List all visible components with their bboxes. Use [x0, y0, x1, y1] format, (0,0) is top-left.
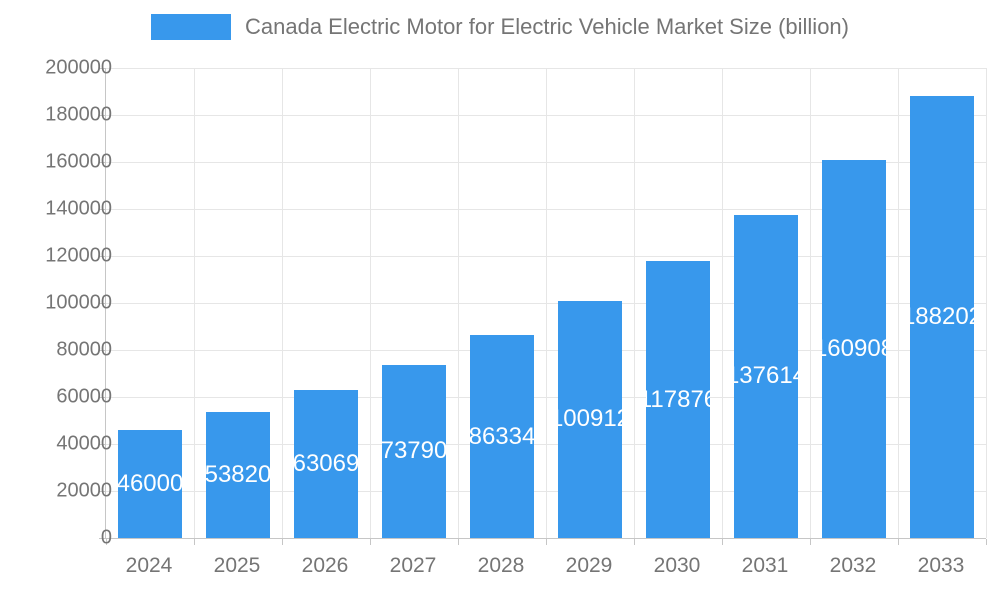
x-axis-tick-label: 2027 [389, 554, 437, 577]
x-tick-mark [282, 539, 283, 545]
gridline-vertical [722, 68, 723, 538]
y-tick-mark [99, 538, 105, 539]
x-axis-tick-label: 2033 [917, 554, 965, 577]
bar-value-label: 100912 [558, 405, 621, 433]
x-axis-tick-label: 2030 [653, 554, 701, 577]
y-axis-tick-label: 20000 [56, 479, 112, 502]
bar-slot: 137614 [722, 68, 810, 538]
gridline-vertical [458, 68, 459, 538]
bar-value-label: 137614 [734, 362, 797, 390]
bar-value-label: 86334 [470, 422, 534, 450]
bar-slot: 73790 [370, 68, 458, 538]
bar-2028[interactable]: 86334 [470, 335, 534, 538]
x-axis-tick-label: 2025 [213, 554, 261, 577]
y-tick-mark [99, 397, 105, 398]
plot-area: 46000 53820 63069 73790 86334 100912 117876 137… [99, 68, 987, 545]
bars-layer: 46000 53820 63069 73790 86334 100912 117876 137… [106, 68, 986, 538]
y-axis-tick-label: 80000 [56, 338, 112, 361]
y-axis-tick-label: 60000 [56, 385, 112, 408]
x-tick-mark [634, 539, 635, 545]
x-axis-tick-label: 2028 [477, 554, 525, 577]
x-tick-mark [810, 539, 811, 545]
bar-value-label: 117876 [646, 385, 709, 413]
y-tick-mark [99, 209, 105, 210]
x-tick-mark [546, 539, 547, 545]
y-axis-tick-label: 140000 [45, 197, 112, 220]
bar-slot: 117876 [634, 68, 722, 538]
gridline-vertical [986, 68, 987, 538]
x-axis-tick-label: 2024 [125, 554, 173, 577]
y-axis-tick-label: 40000 [56, 432, 112, 455]
bar-value-label: 188202 [910, 302, 973, 330]
gridline-vertical [546, 68, 547, 538]
y-axis-tick-label: 100000 [45, 291, 112, 314]
legend: Canada Electric Motor for Electric Vehic… [0, 14, 1000, 40]
bar-slot: 53820 [194, 68, 282, 538]
y-tick-mark [99, 68, 105, 69]
bar-2029[interactable]: 100912 [558, 300, 622, 538]
gridline-vertical [282, 68, 283, 538]
y-tick-mark [99, 162, 105, 163]
y-axis-tick-label: 180000 [45, 103, 112, 126]
bar-2024[interactable]: 46000 [118, 429, 182, 538]
y-tick-mark [99, 115, 105, 116]
y-tick-mark [99, 350, 105, 351]
bar-value-label: 53820 [206, 460, 270, 488]
x-tick-mark [722, 539, 723, 545]
legend-label[interactable]: Canada Electric Motor for Electric Vehic… [244, 14, 849, 39]
x-tick-mark [458, 539, 459, 545]
y-axis-tick-label: 160000 [45, 150, 112, 173]
y-tick-mark [99, 303, 105, 304]
x-axis-tick-label: 2032 [829, 554, 877, 577]
gridline-vertical [810, 68, 811, 538]
bar-value-label: 63069 [294, 449, 358, 477]
y-tick-mark [99, 256, 105, 257]
x-axis-tick-label: 2026 [301, 554, 349, 577]
x-axis-tick-label: 2029 [565, 554, 613, 577]
bar-2025[interactable]: 53820 [206, 411, 270, 538]
y-axis-tick-label: 0 [100, 526, 112, 549]
legend-swatch[interactable] [150, 14, 231, 40]
bar-slot: 188202 [898, 68, 986, 538]
y-axis-tick-label: 200000 [45, 56, 112, 79]
bar-slot: 63069 [282, 68, 370, 538]
gridline-vertical [194, 68, 195, 538]
y-axis-tick-label: 120000 [45, 244, 112, 267]
x-tick-mark [194, 539, 195, 545]
bar-slot: 46000 [106, 68, 194, 538]
bar-value-label: 73790 [382, 437, 446, 465]
y-tick-mark [99, 444, 105, 445]
x-tick-mark [898, 539, 899, 545]
bar-2033[interactable]: 188202 [910, 95, 974, 538]
x-axis-tick-label: 2031 [741, 554, 789, 577]
bar-slot: 100912 [546, 68, 634, 538]
gridline-vertical [898, 68, 899, 538]
bar-2031[interactable]: 137614 [734, 214, 798, 538]
x-tick-mark [986, 539, 987, 545]
bar-2030[interactable]: 117876 [646, 261, 710, 538]
bar-2027[interactable]: 73790 [382, 364, 446, 538]
x-tick-mark [106, 539, 107, 545]
bar-value-label: 46000 [118, 469, 182, 497]
x-tick-mark [370, 539, 371, 545]
bar-slot: 86334 [458, 68, 546, 538]
gridline-vertical [634, 68, 635, 538]
bar-2026[interactable]: 63069 [294, 389, 358, 538]
y-tick-mark [99, 491, 105, 492]
gridline-vertical [370, 68, 371, 538]
